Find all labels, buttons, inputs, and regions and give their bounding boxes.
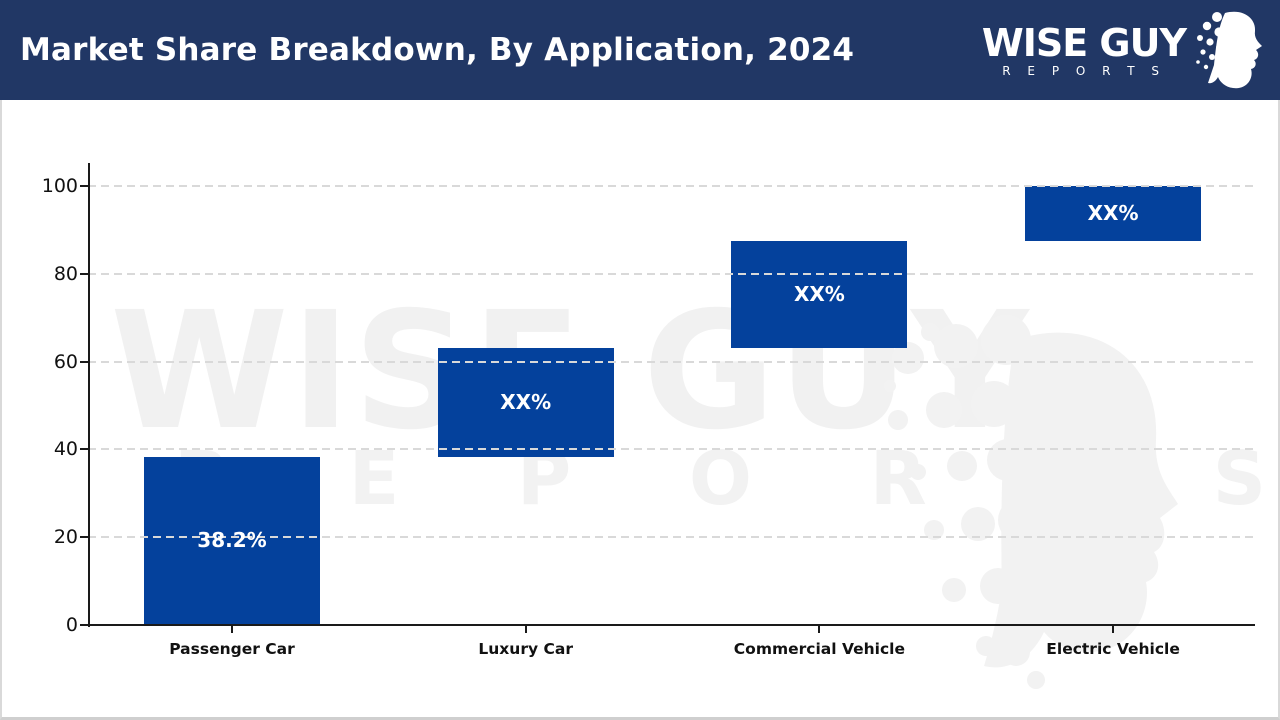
x-tick-0 [231,626,233,633]
x-tick-label-1: Luxury Car [478,640,573,658]
gridline-100 [88,185,1255,187]
y-tick-label-40: 40 [53,438,78,461]
gridline-20 [88,536,1255,539]
y-tick-80 [80,272,88,275]
x-tick-label-3: Electric Vehicle [1046,640,1180,658]
watermark-face-icon [884,315,1178,689]
bar-value-label: XX% [793,281,845,306]
brand-tagline: R E P O R T S [1002,63,1166,78]
y-tick-label-20: 20 [53,526,78,549]
gridline-40 [88,448,1255,451]
y-tick-label-80: 80 [53,262,78,285]
chart-area: WISE GUY R E P O R T S [0,100,1280,720]
brand-logo: WISE GUY R E P O R T S [982,7,1266,93]
y-tick-label-100: 100 [41,175,78,197]
y-tick-label-60: 60 [53,350,78,373]
x-tick-1 [524,626,527,633]
bar-commercial-vehicle [731,241,908,349]
bar-electric-vehicle [1025,186,1202,242]
y-axis-line [88,163,90,627]
brand-name: WISE GUY [981,20,1187,65]
x-tick-label-0: Passenger Car [169,640,295,658]
y-tick-60 [80,360,88,363]
y-tick-0 [80,624,88,626]
y-tick-100 [80,185,88,187]
x-tick-label-2: Commercial Vehicle [733,640,905,658]
x-tick-3 [1112,626,1115,633]
page-title: Market Share Breakdown, By Application, … [20,32,855,68]
x-axis-line [88,624,1255,626]
bar-passenger-car [144,457,320,625]
header: Market Share Breakdown, By Application, … [0,0,1280,100]
bar-luxury-car [437,348,614,458]
brand-face-icon [1196,11,1262,89]
bar-value-label: XX% [1087,200,1139,225]
y-tick-20 [80,536,88,539]
brand-logo-text: WISE GUY R E P O R T S [981,20,1187,78]
bar-value-label: XX% [500,389,552,414]
y-tick-label-0: 0 [65,614,78,636]
x-tick-2 [818,626,821,633]
gridline-80 [88,272,1255,275]
y-tick-40 [80,448,88,451]
gridline-60 [88,360,1255,363]
bar-value-label: 38.2% [197,528,267,553]
